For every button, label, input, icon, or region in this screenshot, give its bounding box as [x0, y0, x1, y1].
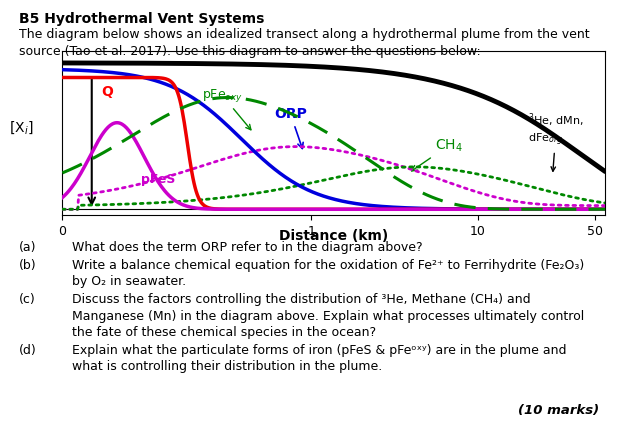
Text: [X$_i$]: [X$_i$]: [9, 119, 34, 136]
Text: CH$_4$: CH$_4$: [412, 137, 462, 171]
Text: (d): (d): [19, 344, 36, 357]
Text: ORP: ORP: [274, 107, 307, 149]
Text: (a): (a): [19, 241, 36, 254]
Text: (c): (c): [19, 293, 36, 306]
Text: B5 Hydrothermal Vent Systems: B5 Hydrothermal Vent Systems: [19, 12, 264, 26]
Text: (10 marks): (10 marks): [518, 404, 599, 417]
Text: Write a balance chemical equation for the oxidation of Fe²⁺ to Ferrihydrite (Fe₂: Write a balance chemical equation for th…: [72, 259, 584, 288]
Text: Explain what the particulate forms of iron (pFeS & pFeᵒˣʸ) are in the plume and
: Explain what the particulate forms of ir…: [72, 344, 566, 373]
Text: pFeS: pFeS: [141, 173, 175, 186]
Text: Distance (km): Distance (km): [279, 229, 389, 243]
Text: Discuss the factors controlling the distribution of ³He, Methane (CH₄) and
Manga: Discuss the factors controlling the dist…: [72, 293, 584, 339]
Text: pFe$_{oxy}$: pFe$_{oxy}$: [202, 87, 251, 130]
Text: $^3$He, dMn,
dFe$_{org}$: $^3$He, dMn, dFe$_{org}$: [529, 112, 584, 171]
Text: Q: Q: [102, 85, 114, 99]
Text: The diagram below shows an idealized transect along a hydrothermal plume from th: The diagram below shows an idealized tra…: [19, 28, 589, 58]
Text: (b): (b): [19, 259, 36, 272]
Text: What does the term ORP refer to in the diagram above?: What does the term ORP refer to in the d…: [72, 241, 422, 254]
